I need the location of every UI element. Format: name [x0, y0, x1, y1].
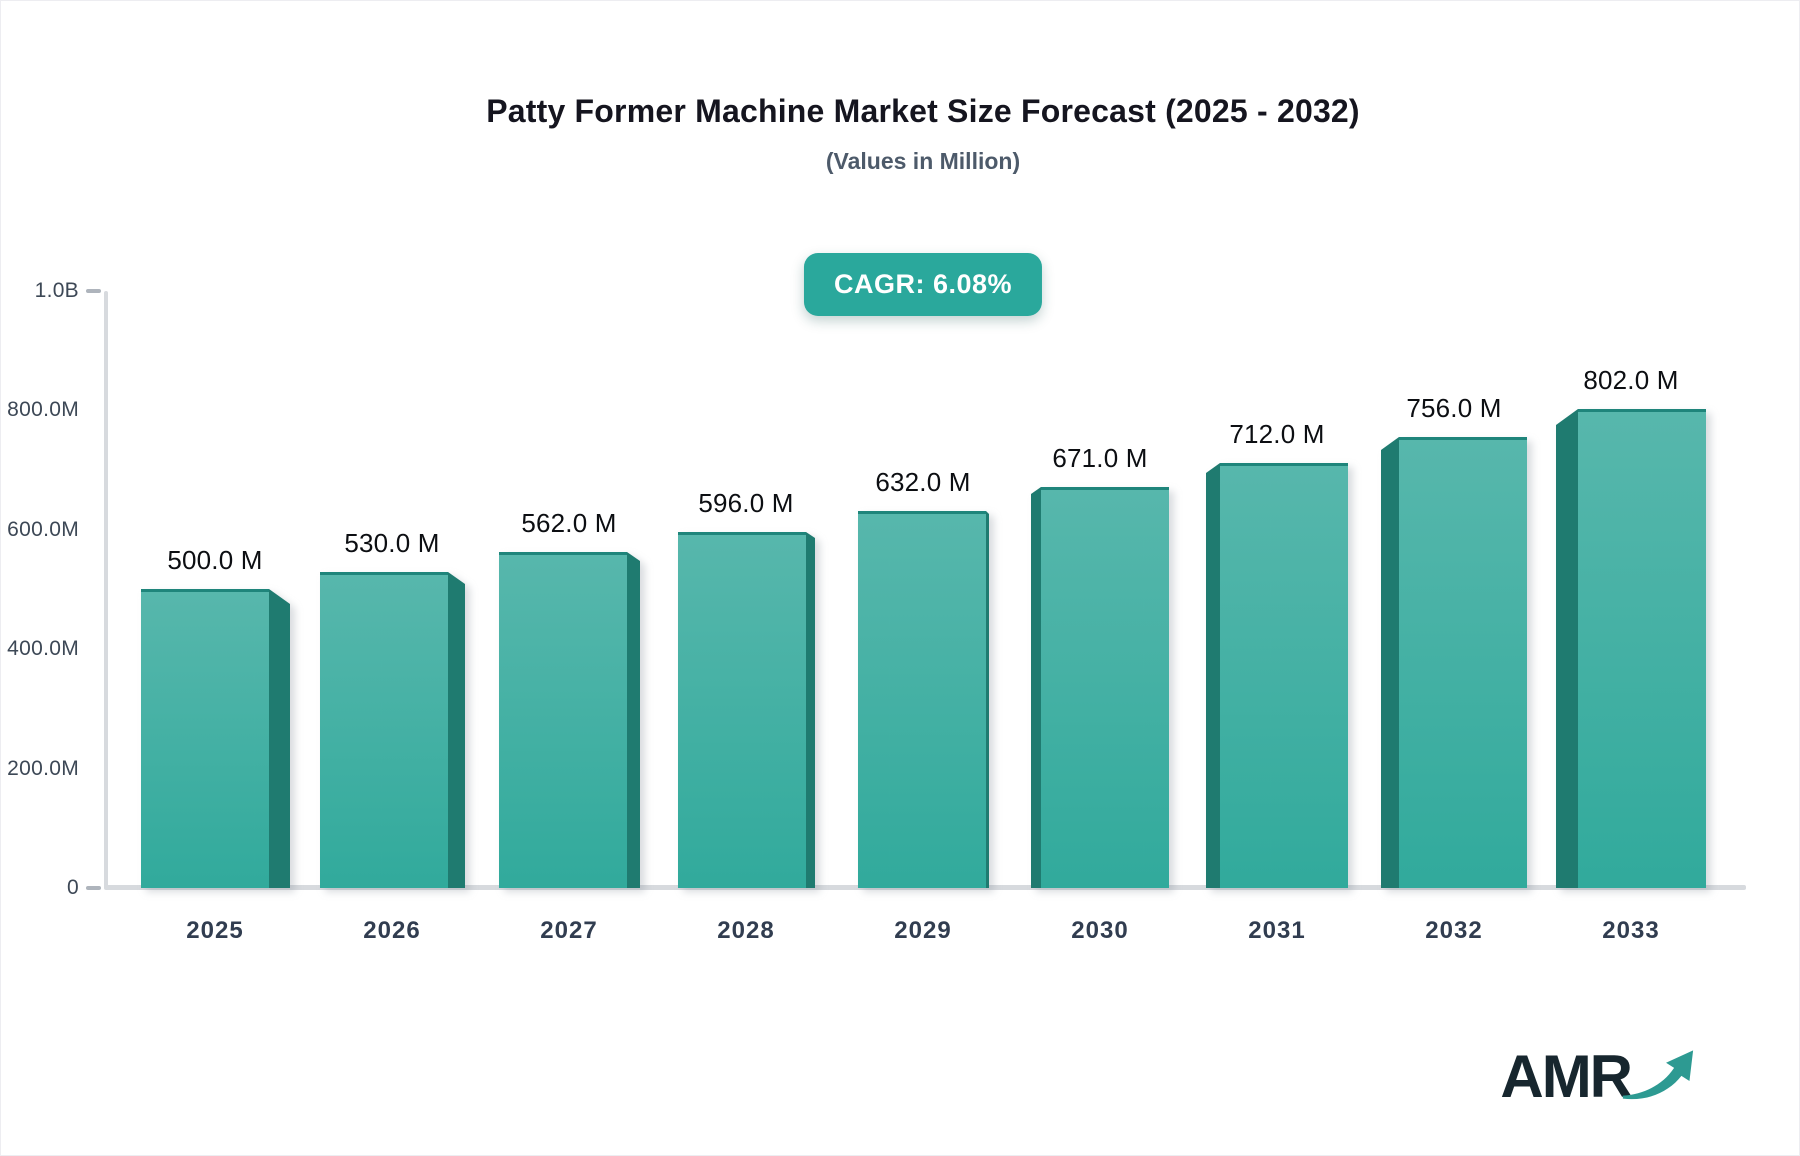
bar-value-label-2031: 712.0 M — [1229, 419, 1325, 449]
bar-front-face — [320, 572, 448, 888]
cagr-badge: CAGR: 6.08% — [803, 253, 1043, 316]
x-tick-label-2027: 2027 — [540, 917, 598, 944]
bar-front-face — [499, 552, 627, 888]
bar-value-label-2029: 632.0 M — [875, 467, 971, 497]
bar-front-face — [1220, 463, 1348, 888]
bar-front-face — [1578, 409, 1706, 888]
bar-side-face — [627, 552, 640, 888]
bar-side-face — [1556, 409, 1578, 888]
bar-value-label-2032: 756.0 M — [1406, 393, 1502, 423]
bar-value-label-2030: 671.0 M — [1052, 443, 1148, 473]
y-tick-label-0: 0 — [67, 876, 79, 899]
bar-2031[interactable] — [1206, 463, 1348, 888]
bar-value-label-2028: 596.0 M — [698, 488, 794, 518]
x-tick-label-2028: 2028 — [717, 917, 775, 944]
bar-2026[interactable] — [320, 572, 465, 888]
amr-logo-text: AMR — [1500, 1043, 1633, 1110]
bar-side-face — [1206, 463, 1220, 888]
bar-side-face — [806, 532, 815, 888]
bar-value-label-2033: 802.0 M — [1583, 365, 1679, 395]
x-tick-label-2033: 2033 — [1602, 917, 1660, 944]
x-tick-label-2030: 2030 — [1071, 917, 1129, 944]
bar-front-face — [141, 589, 269, 888]
y-axis-line — [104, 291, 108, 888]
y-tick-label-600.0M: 600.0M — [7, 518, 79, 541]
bar-side-face — [269, 589, 290, 888]
x-tick-label-2029: 2029 — [894, 917, 952, 944]
y-tick-dash — [86, 886, 101, 890]
bar-front-face — [678, 532, 806, 888]
x-tick-label-2026: 2026 — [363, 917, 421, 944]
y-tick-label-200.0M: 200.0M — [7, 757, 79, 780]
bar-value-label-2027: 562.0 M — [521, 508, 617, 538]
bar-2033[interactable] — [1556, 409, 1706, 888]
bar-side-face — [986, 511, 989, 888]
bar-front-face — [858, 511, 986, 888]
bar-2027[interactable] — [499, 552, 640, 888]
bar-side-face — [1381, 437, 1399, 888]
bar-2028[interactable] — [678, 532, 815, 888]
bar-value-label-2025: 500.0 M — [167, 545, 263, 575]
bar-side-face — [1031, 487, 1041, 888]
bar-side-face — [448, 572, 465, 888]
y-tick-label-800.0M: 800.0M — [7, 398, 79, 421]
x-tick-label-2032: 2032 — [1425, 917, 1483, 944]
chart-subtitle: (Values in Million) — [825, 148, 1021, 174]
bar-2030[interactable] — [1031, 487, 1169, 888]
growth-arrow-icon — [1622, 1050, 1694, 1100]
amr-logo: AMR — [1500, 1043, 1695, 1110]
bar-front-face — [1399, 437, 1527, 888]
bar-value-label-2026: 530.0 M — [344, 528, 440, 558]
bar-2025[interactable] — [141, 589, 290, 888]
chart-header: Patty Former Machine Market Size Forecas… — [486, 93, 1360, 175]
y-tick-dash — [86, 289, 101, 293]
bar-front-face — [1041, 487, 1169, 888]
x-tick-label-2031: 2031 — [1248, 917, 1306, 944]
y-tick-label-400.0M: 400.0M — [7, 637, 79, 660]
x-tick-label-2025: 2025 — [186, 917, 244, 944]
chart-title: Patty Former Machine Market Size Forecas… — [486, 93, 1360, 129]
y-tick-label-1.0B: 1.0B — [34, 279, 79, 302]
bar-2029[interactable] — [858, 511, 989, 888]
bar-2032[interactable] — [1381, 437, 1527, 888]
